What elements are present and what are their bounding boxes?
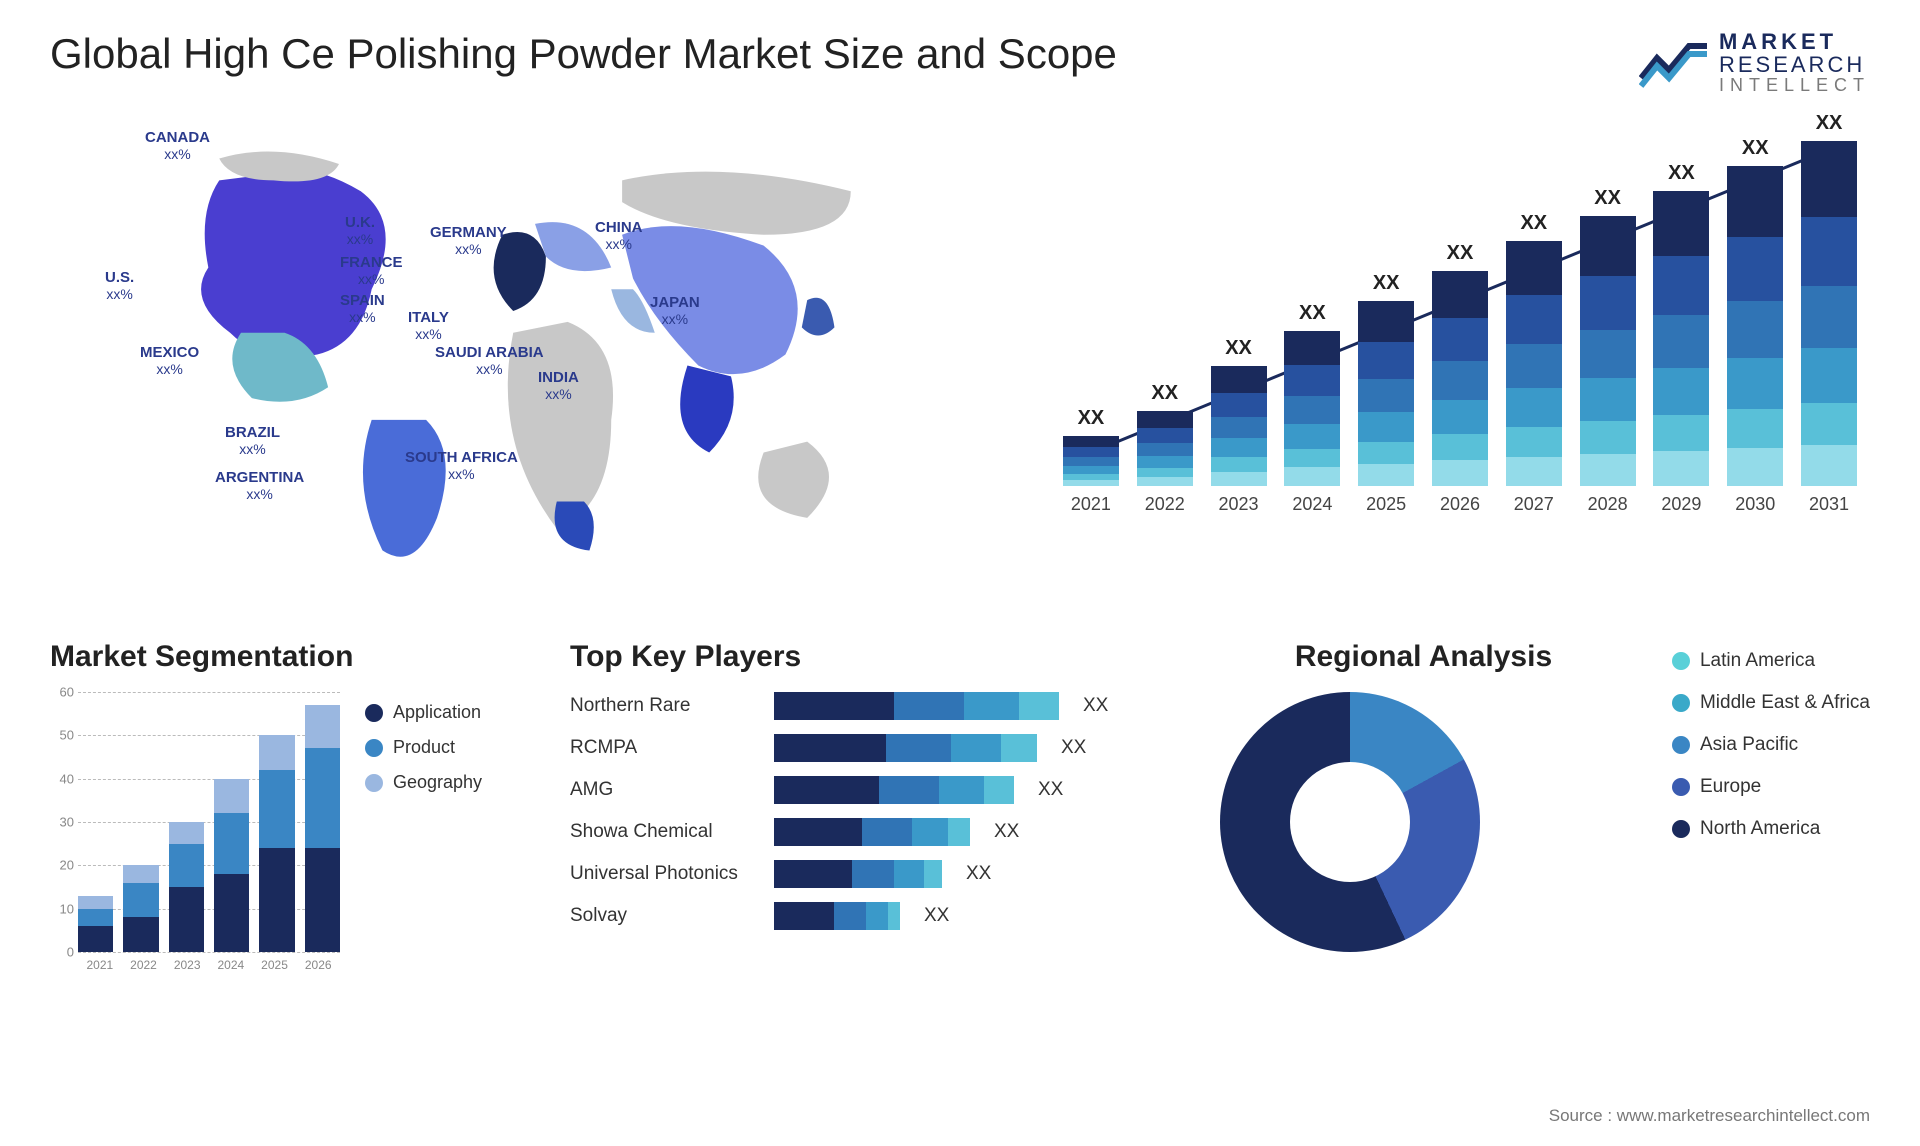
- key-players-panel: Top Key Players Northern RareXX RCMPAXX AM…: [570, 640, 1170, 972]
- seg-bar: [305, 705, 340, 952]
- seg-bar: [123, 865, 158, 952]
- year-bar: XX2021: [1060, 407, 1122, 515]
- player-row: RCMPAXX: [570, 734, 1170, 762]
- legend-item: Application: [365, 702, 482, 723]
- player-row: Northern RareXX: [570, 692, 1170, 720]
- seg-bar: [259, 735, 294, 952]
- regional-legend: Latin America Middle East & Africa Asia Pa…: [1672, 650, 1870, 972]
- country-label: CHINAxx%: [595, 220, 643, 252]
- country-label: SAUDI ARABIAxx%: [435, 345, 544, 377]
- logo-line2: RESEARCH: [1719, 53, 1870, 76]
- legend-item: Middle East & Africa: [1672, 692, 1870, 714]
- year-bar: XX2023: [1208, 337, 1270, 515]
- player-row: AMGXX: [570, 776, 1170, 804]
- player-row: SolvayXX: [570, 902, 1170, 930]
- legend-item: Europe: [1672, 776, 1870, 798]
- brand-logo: MARKET RESEARCH INTELLECT: [1639, 30, 1870, 95]
- country-label: JAPANxx%: [650, 295, 700, 327]
- page-title: Global High Ce Polishing Powder Market S…: [50, 30, 1117, 78]
- country-label: U.S.xx%: [105, 270, 134, 302]
- logo-line3: INTELLECT: [1719, 76, 1870, 95]
- seg-bar: [214, 779, 249, 952]
- country-label: SPAINxx%: [340, 293, 385, 325]
- country-label: BRAZILxx%: [225, 425, 280, 457]
- country-label: GERMANYxx%: [430, 225, 507, 257]
- regional-panel: Regional Analysis Latin America Middle Ea…: [1210, 640, 1870, 972]
- legend-item: Asia Pacific: [1672, 734, 1870, 756]
- logo-mark-icon: [1639, 38, 1709, 88]
- country-label: MEXICOxx%: [140, 345, 199, 377]
- country-label: INDIAxx%: [538, 370, 579, 402]
- country-label: ITALYxx%: [408, 310, 449, 342]
- world-map: CANADAxx% U.S.xx% MEXICOxx% BRAZILxx% ARGENT…: [50, 115, 1020, 605]
- players-title: Top Key Players: [570, 640, 1170, 674]
- market-size-chart: XX2021XX2022XX2023XX2024XX2025XX2026XX20…: [1050, 115, 1870, 605]
- year-bar: XX2028: [1577, 187, 1639, 515]
- year-bar: XX2027: [1503, 212, 1565, 515]
- segmentation-title: Market Segmentation: [50, 640, 530, 674]
- year-bar: XX2022: [1134, 382, 1196, 515]
- seg-bar: [169, 822, 204, 952]
- legend-item: North America: [1672, 818, 1870, 840]
- year-bar: XX2024: [1281, 302, 1343, 515]
- year-bar: XX2026: [1429, 242, 1491, 515]
- player-row: Universal PhotonicsXX: [570, 860, 1170, 888]
- segmentation-chart: 0102030405060202120222023202420252026: [50, 692, 340, 972]
- country-label: ARGENTINAxx%: [215, 470, 304, 502]
- year-bar: XX2031: [1798, 112, 1860, 515]
- year-bar: XX2025: [1355, 272, 1417, 515]
- year-bar: XX2029: [1651, 162, 1713, 515]
- country-label: FRANCExx%: [340, 255, 403, 287]
- legend-item: Latin America: [1672, 650, 1870, 672]
- year-bar: XX2030: [1724, 137, 1786, 515]
- regional-donut-chart: [1210, 692, 1490, 972]
- segmentation-panel: Market Segmentation 01020304050602021202…: [50, 640, 530, 972]
- country-label: SOUTH AFRICAxx%: [405, 450, 518, 482]
- logo-line1: MARKET: [1719, 30, 1870, 53]
- country-label: CANADAxx%: [145, 130, 210, 162]
- player-row: Showa ChemicalXX: [570, 818, 1170, 846]
- seg-bar: [78, 896, 113, 952]
- legend-item: Product: [365, 737, 482, 758]
- legend-item: Geography: [365, 772, 482, 793]
- source-citation: Source : www.marketresearchintellect.com: [1549, 1106, 1870, 1126]
- segmentation-legend: Application Product Geography: [365, 702, 482, 972]
- country-label: U.K.xx%: [345, 215, 375, 247]
- regional-title: Regional Analysis: [1210, 640, 1637, 674]
